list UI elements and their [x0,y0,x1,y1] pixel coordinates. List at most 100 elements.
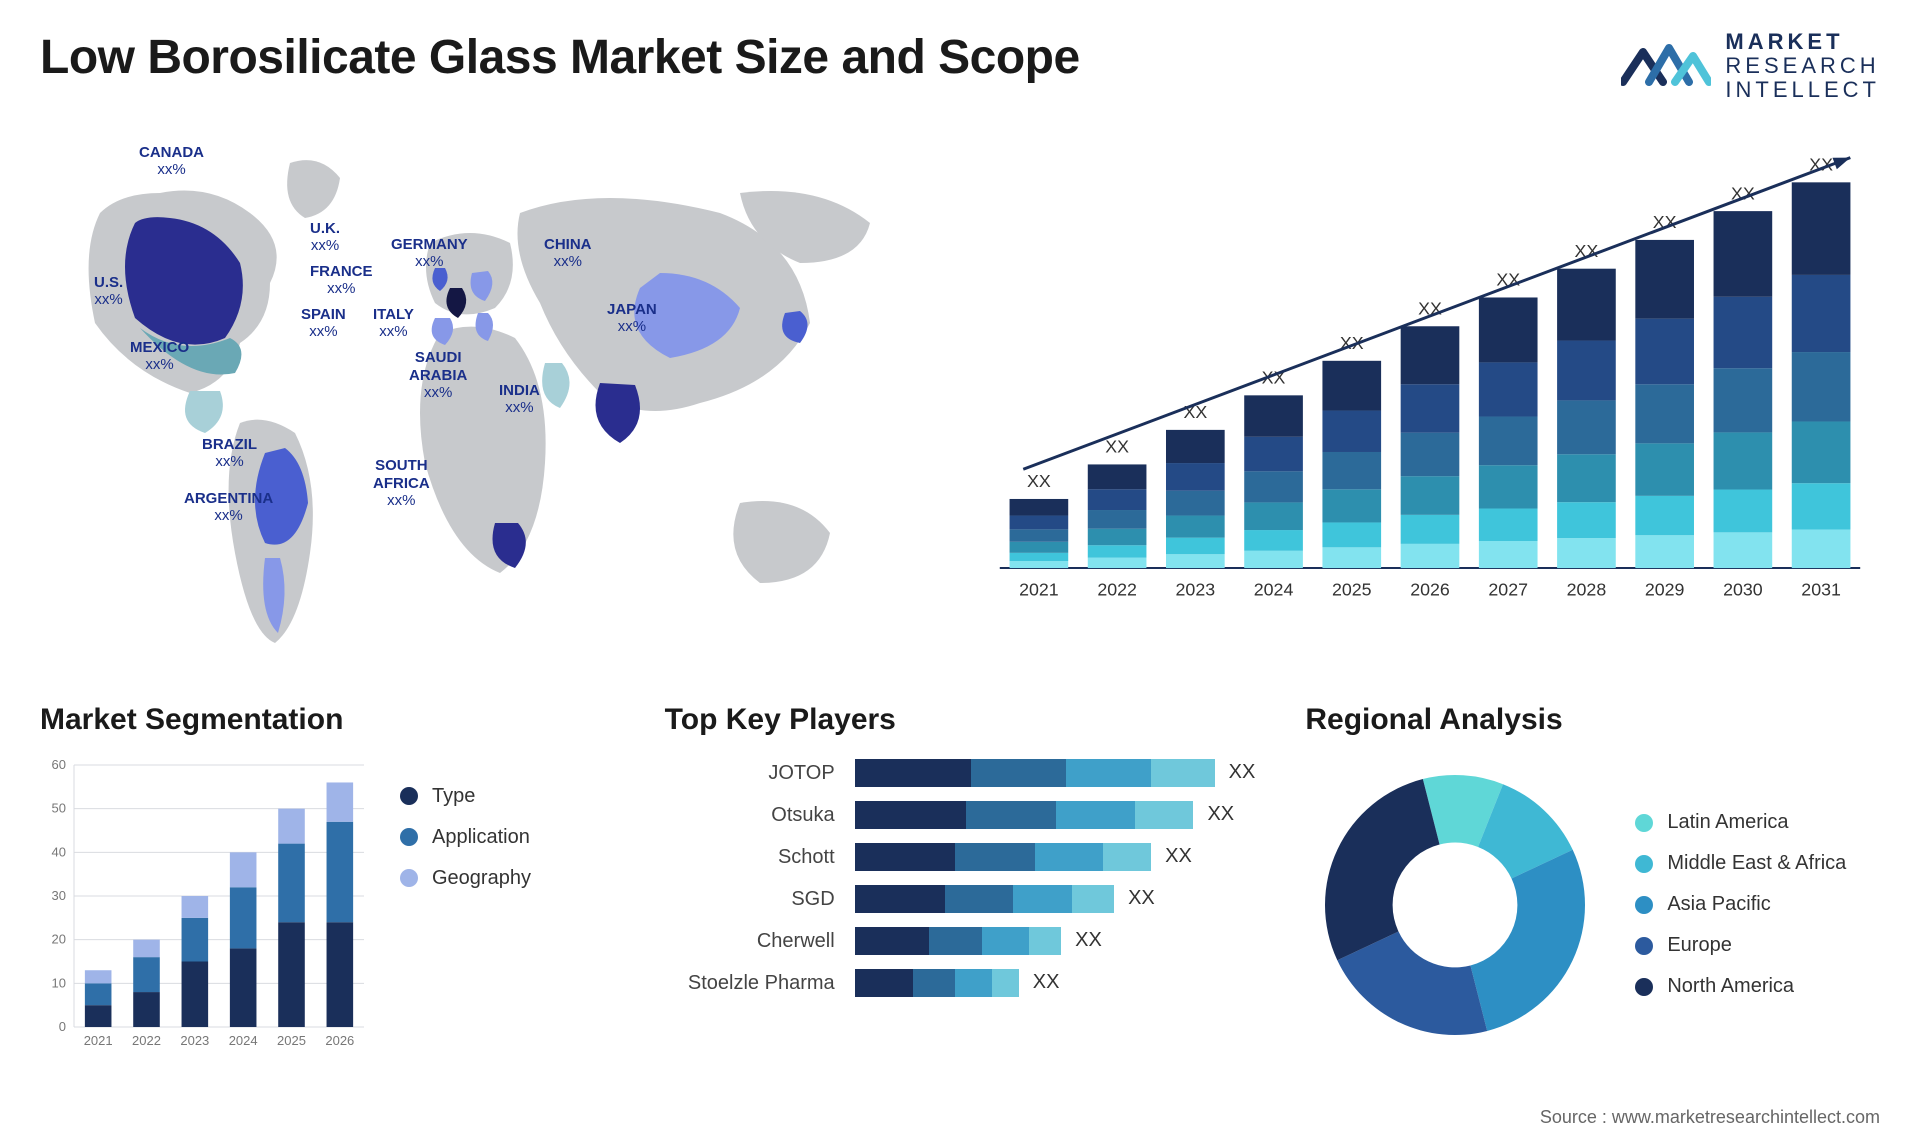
legend-label: Type [432,785,475,808]
legend-item: Geography [400,867,531,890]
player-value: XX [1229,761,1256,784]
regional-donut-chart [1305,755,1605,1055]
map-label: ITALYxx% [373,306,414,341]
logo-line1: MARKET [1725,30,1880,54]
player-bar-row: XX [855,801,1256,829]
legend-swatch-icon [1635,937,1653,955]
growth-chart-panel: 2021XX2022XX2023XX2024XX2025XX2026XX2027… [980,123,1880,663]
segmentation-chart: 0 10 20 30 40 50 60 2021 2022 2023 2024 2025 2026 [40,755,370,1055]
growth-bar-chart: 2021XX2022XX2023XX2024XX2025XX2026XX2027… [980,123,1880,618]
svg-text:2023: 2023 [1176,579,1216,599]
player-name: Otsuka [665,801,835,829]
legend-item: Latin America [1635,811,1846,834]
legend-swatch-icon [400,787,418,805]
player-name: SGD [665,885,835,913]
legend-label: Middle East & Africa [1667,852,1846,875]
player-name: JOTOP [665,759,835,787]
player-value: XX [1207,803,1234,826]
segmentation-legend: Type Application Geography [400,755,531,890]
key-players-bars: XX XX XX XX XX XX [855,755,1256,997]
legend-item: North America [1635,975,1846,998]
legend-label: Asia Pacific [1667,893,1770,916]
svg-text:2024: 2024 [229,1033,258,1048]
legend-item: Application [400,826,531,849]
regional-panel: Regional Analysis Latin America Middle Ea… [1305,703,1880,1055]
legend-label: Latin America [1667,811,1788,834]
map-label: ARGENTINAxx% [184,490,273,525]
logo-text: MARKET RESEARCH INTELLECT [1725,30,1880,103]
key-players-title: Top Key Players [665,703,1256,737]
svg-text:2025: 2025 [277,1033,306,1048]
page-title: Low Borosilicate Glass Market Size and S… [40,30,1080,85]
world-map [40,123,940,663]
legend-label: Geography [432,867,531,890]
logo-mark-icon [1621,34,1711,98]
legend-label: Application [432,826,530,849]
legend-item: Asia Pacific [1635,893,1846,916]
player-name: Stoelzle Pharma [665,969,835,997]
key-players-names: JOTOPOtsukaSchottSGDCherwellStoelzle Pha… [665,755,835,997]
map-label: U.K.xx% [310,220,340,255]
legend-item: Middle East & Africa [1635,852,1846,875]
svg-text:10: 10 [52,975,66,990]
svg-text:2031: 2031 [1801,579,1841,599]
key-players-panel: Top Key Players JOTOPOtsukaSchottSGDCher… [665,703,1256,1055]
player-bar-row: XX [855,885,1256,913]
map-label: MEXICOxx% [130,339,189,374]
svg-text:60: 60 [52,757,66,772]
legend-swatch-icon [1635,896,1653,914]
legend-label: Europe [1667,934,1732,957]
svg-text:2028: 2028 [1567,579,1607,599]
player-value: XX [1075,929,1102,952]
svg-text:50: 50 [52,800,66,815]
legend-swatch-icon [400,869,418,887]
svg-text:40: 40 [52,844,66,859]
segmentation-title: Market Segmentation [40,703,615,737]
regional-legend: Latin America Middle East & Africa Asia Pa… [1635,811,1846,998]
svg-text:0: 0 [59,1019,66,1034]
source-attribution: Source : www.marketresearchintellect.com [1540,1107,1880,1128]
player-bar-row: XX [855,927,1256,955]
legend-item: Europe [1635,934,1846,957]
map-label: CANADAxx% [139,144,204,179]
svg-text:2022: 2022 [1097,579,1137,599]
svg-text:2026: 2026 [325,1033,354,1048]
svg-text:2026: 2026 [1410,579,1450,599]
legend-swatch-icon [1635,855,1653,873]
legend-swatch-icon [1635,978,1653,996]
svg-text:XX: XX [1105,436,1129,456]
svg-text:2022: 2022 [132,1033,161,1048]
svg-text:2023: 2023 [180,1033,209,1048]
world-map-panel: CANADAxx% U.S.xx% MEXICOxx% BRAZILxx% ARGENT… [40,123,940,663]
map-label: FRANCExx% [310,263,373,298]
legend-swatch-icon [1635,814,1653,832]
map-label: SPAINxx% [301,306,346,341]
regional-title: Regional Analysis [1305,703,1880,737]
legend-item: Type [400,785,531,808]
map-label: SOUTHAFRICAxx% [373,457,430,509]
svg-text:20: 20 [52,931,66,946]
svg-text:30: 30 [52,888,66,903]
map-label: BRAZILxx% [202,436,257,471]
player-value: XX [1165,845,1192,868]
map-label: U.S.xx% [94,274,123,309]
svg-text:2030: 2030 [1723,579,1763,599]
player-name: Schott [665,843,835,871]
logo-line3: INTELLECT [1725,78,1880,102]
svg-text:2021: 2021 [1019,579,1059,599]
map-label: JAPANxx% [607,301,657,336]
player-bar-row: XX [855,759,1256,787]
player-bar-row: XX [855,969,1256,997]
svg-text:2029: 2029 [1645,579,1685,599]
player-value: XX [1033,971,1060,994]
map-label: CHINAxx% [544,236,592,271]
player-bar-row: XX [855,843,1256,871]
map-label: SAUDIARABIAxx% [409,349,467,401]
segmentation-panel: Market Segmentation 0 10 20 30 40 50 60 2021 202… [40,703,615,1055]
svg-text:2021: 2021 [84,1033,113,1048]
player-value: XX [1128,887,1155,910]
map-label: GERMANYxx% [391,236,468,271]
svg-text:2027: 2027 [1488,579,1528,599]
svg-text:2025: 2025 [1332,579,1372,599]
map-label: INDIAxx% [499,382,540,417]
